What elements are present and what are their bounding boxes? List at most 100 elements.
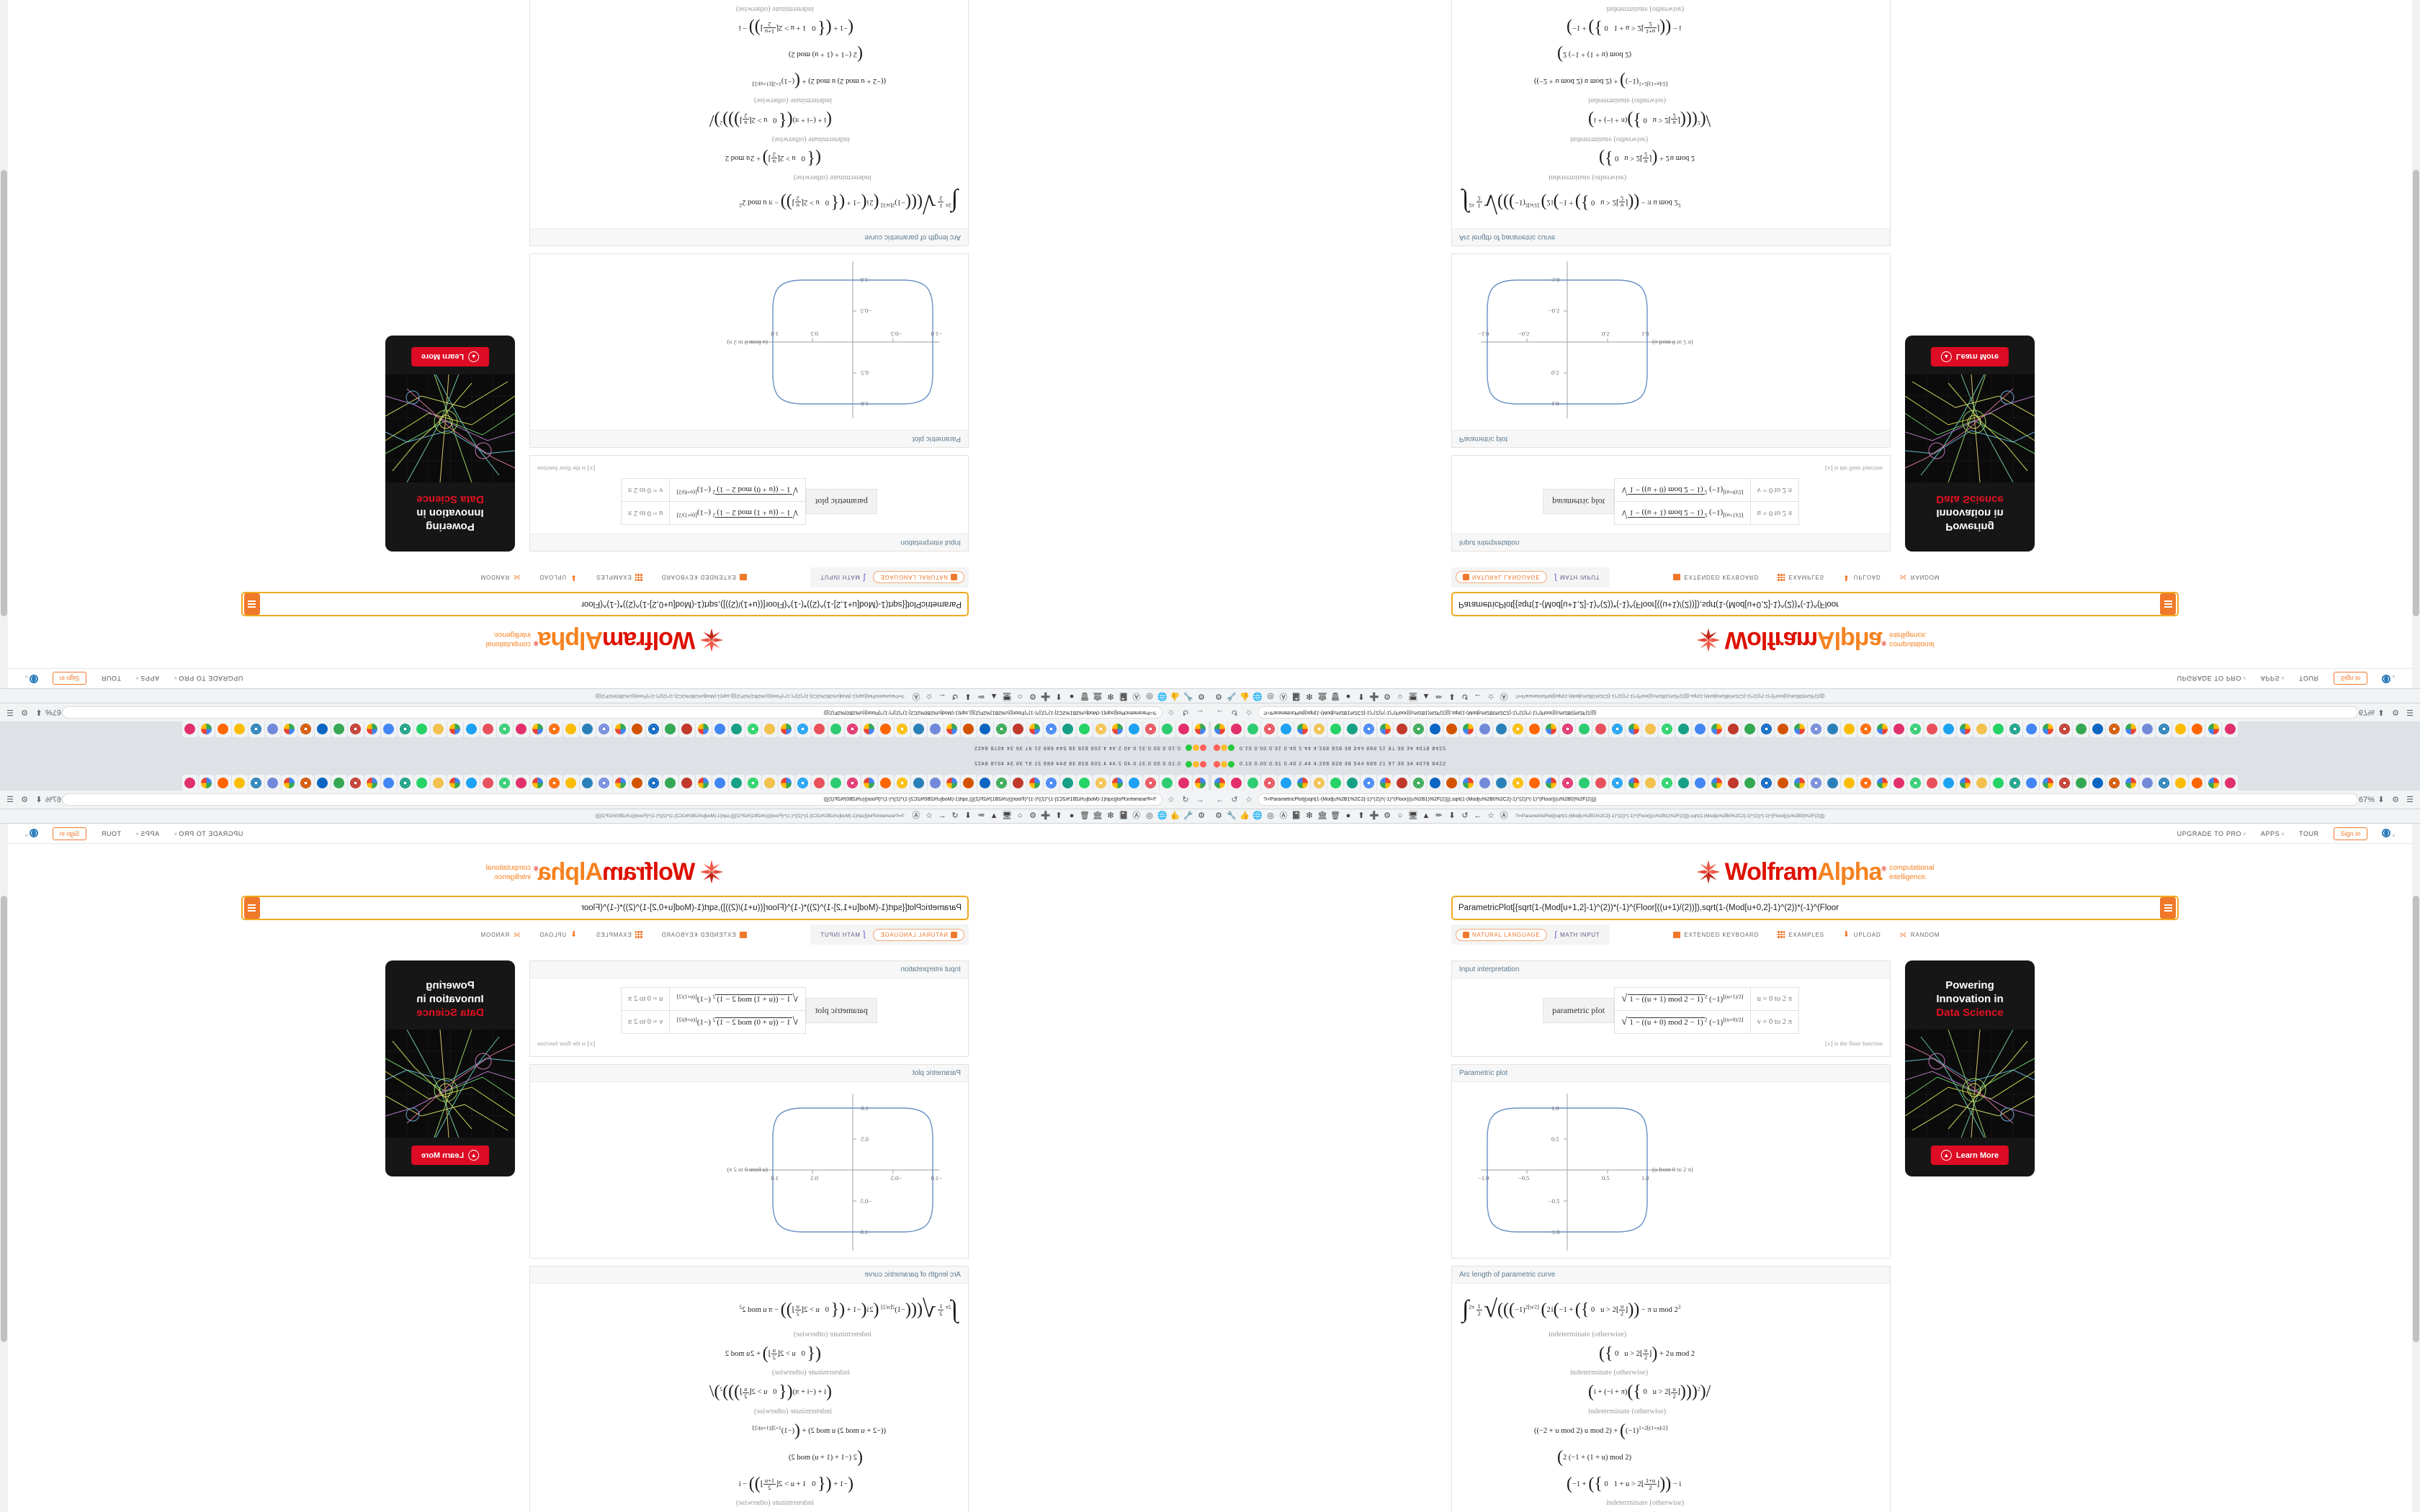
browser-tab[interactable] [1742, 775, 1757, 791]
hamburger-menu-icon[interactable]: ☰ [2406, 796, 2414, 804]
maximize-window-icon[interactable] [1186, 760, 1192, 768]
browser-tab[interactable] [1626, 775, 1641, 791]
browser-tab[interactable] [1957, 721, 1973, 737]
browser-tab[interactable] [2007, 775, 2022, 791]
extension-icon[interactable]: ● [1345, 692, 1351, 701]
browser-tab[interactable] [431, 775, 447, 791]
browser-tab[interactable] [729, 721, 745, 737]
browser-tab[interactable] [530, 775, 546, 791]
page-scrollbar[interactable] [2412, 824, 2420, 1512]
scrollbar-thumb[interactable] [2413, 170, 2419, 616]
extended-keyboard-button[interactable]: EXTENDED KEYBOARD [661, 931, 747, 938]
browser-tab[interactable] [2139, 775, 2155, 791]
browser-tab[interactable] [514, 775, 529, 791]
submit-button[interactable] [2160, 897, 2176, 919]
browser-tab[interactable] [1126, 721, 1142, 737]
browser-tab[interactable] [1708, 775, 1724, 791]
browser-tab[interactable] [596, 721, 612, 737]
browser-tab[interactable] [1093, 775, 1109, 791]
submit-button[interactable] [2160, 593, 2176, 615]
browser-tab[interactable] [414, 721, 430, 737]
extension-icon[interactable]: ◎ [1267, 811, 1274, 820]
browser-tab[interactable] [2040, 721, 2056, 737]
browser-toolbar[interactable]: ← ↺ ☆ ?i=ParametricPlot[{sqrt(1-(Mod[u%2… [0, 703, 1210, 721]
browser-tab[interactable] [2189, 775, 2205, 791]
browser-tab[interactable] [1808, 721, 1824, 737]
download-icon[interactable]: ⬇ [35, 708, 42, 716]
browser-tab[interactable] [861, 775, 877, 791]
extension-icon[interactable]: ➕ [1041, 811, 1051, 820]
scrollbar-thumb[interactable] [1, 170, 7, 616]
browser-tab[interactable] [182, 775, 198, 791]
extension-icon[interactable]: 🖥 [1408, 811, 1418, 820]
browser-tab[interactable] [1377, 775, 1393, 791]
extension-icon[interactable]: ☆ [926, 692, 933, 701]
browser-tab[interactable] [398, 775, 413, 791]
browser-tab[interactable] [845, 721, 861, 737]
wolframalpha-logo[interactable]: WolframAlpha® computational intelligence… [1210, 844, 2420, 896]
browser-tab[interactable] [712, 775, 728, 791]
extension-icon[interactable]: 🔧 [1227, 811, 1237, 820]
browser-tab[interactable] [1576, 775, 1592, 791]
star-icon[interactable]: ☆ [1168, 708, 1175, 716]
language-selector[interactable]: ˅ [2382, 828, 2396, 839]
extension-icon[interactable]: ❇ [1107, 811, 1114, 820]
browser-tab[interactable] [1278, 775, 1294, 791]
nav-item-tour[interactable]: TOUR [101, 675, 121, 683]
extension-icon[interactable]: ⬇ [964, 692, 972, 701]
close-window-icon[interactable] [1200, 744, 1206, 752]
browser-tab[interactable] [1940, 721, 1956, 737]
browser-extensions-bar[interactable]: ⚙ 🔧 👍 🌐 ◎ Ⓐ 📓 ❇ 🏛 🗑 ● ⬆ ➕ ⚙ ○ 🖥 ▲ ✏ ⬇ ↺ ← ☆ Ⓐ ?i=ParametricPlot… [1210, 809, 2420, 824]
browser-tab[interactable] [1261, 775, 1277, 791]
browser-tab[interactable] [2023, 775, 2039, 791]
extension-icon[interactable]: ⚙ [1215, 692, 1222, 701]
browser-tab[interactable] [2007, 721, 2022, 737]
zoom-level-label[interactable]: 67% [2358, 795, 2375, 804]
nav-item-apps[interactable]: APPS˅ [135, 675, 160, 683]
browser-tab[interactable] [447, 775, 463, 791]
browser-tab[interactable] [1626, 721, 1641, 737]
browser-tab[interactable] [1344, 775, 1360, 791]
extension-icon[interactable]: ▲ [1422, 811, 1430, 820]
browser-tab[interactable] [1957, 775, 1973, 791]
browser-tab[interactable] [1874, 775, 1890, 791]
address-bar[interactable]: ?i=ParametricPlot[{sqrt(1-(Mod[u%2B1%2C2… [62, 793, 1162, 806]
extension-icon[interactable]: 👍 [1240, 692, 1250, 701]
random-button[interactable]: ⟗ RANDOM [1899, 573, 1940, 582]
browser-toolbar[interactable]: ← ↺ ☆ ?i=ParametricPlot[{sqrt(1-(Mod[u%2… [1210, 703, 2420, 721]
browser-tab[interactable] [1394, 721, 1410, 737]
browser-tab[interactable] [464, 721, 480, 737]
address-bar[interactable]: ?i=ParametricPlot[{sqrt(1-(Mod[u%2B1%2C2… [1258, 793, 2358, 806]
browser-tab[interactable] [1176, 721, 1192, 737]
close-window-icon[interactable] [1214, 760, 1220, 768]
browser-tab[interactable] [1361, 721, 1376, 737]
browser-tab[interactable] [563, 775, 579, 791]
browser-tab[interactable] [1344, 721, 1360, 737]
natural-language-button[interactable]: NATURAL LANGUAGE [1456, 928, 1548, 941]
extension-icon[interactable]: ☆ [926, 811, 933, 820]
extension-icon[interactable]: 🏛 [1317, 692, 1327, 701]
language-selector[interactable]: ˅ [2382, 674, 2396, 684]
browser-tab[interactable] [1758, 721, 1774, 737]
browser-tab[interactable] [348, 775, 364, 791]
extension-icon[interactable]: 🖥 [1002, 692, 1012, 701]
random-button[interactable]: ⟗ RANDOM [1899, 930, 1940, 939]
learn-more-button[interactable]: ▲ Learn More [1930, 347, 2009, 366]
browser-tab[interactable] [1294, 775, 1310, 791]
browser-tab[interactable] [679, 721, 695, 737]
browser-extensions-bar[interactable]: ⚙ 🔧 👍 🌐 ◎ Ⓐ 📓 ❇ 🏛 🗑 ● ⬆ ➕ ⚙ ○ 🖥 ▲ ✏ ⬇ ↺ ← ☆ Ⓐ ?i=ParametricPlot… [0, 809, 1210, 824]
zoom-level-label[interactable]: 67% [2358, 708, 2375, 717]
extension-icon[interactable]: ❇ [1306, 692, 1313, 701]
browser-tab[interactable] [2073, 775, 2089, 791]
browser-tab[interactable] [2089, 775, 2105, 791]
browser-extensions-bar[interactable]: ⚙ 🔧 👍 🌐 ◎ Ⓐ 📓 ❇ 🏛 🗑 ● ⬆ ➕ ⚙ ○ 🖥 ▲ ✏ ⬇ ↺ ← ☆ Ⓐ ?i=ParametricPlot… [1210, 688, 2420, 703]
browser-tab[interactable] [762, 721, 778, 737]
parametric-plot-figure[interactable]: −1.0 −0.5 0.5 1.0 1.0 0.5 −0.5 −1.0 (u f… [537, 1086, 961, 1254]
extension-icon[interactable]: Ⓐ [912, 692, 920, 701]
extension-icon[interactable]: ⬆ [1358, 811, 1365, 820]
browser-tab[interactable] [977, 721, 993, 737]
browser-tab[interactable] [961, 721, 977, 737]
browser-tab[interactable] [663, 775, 678, 791]
extension-icon[interactable]: 👍 [1240, 811, 1250, 820]
browser-tabstrip[interactable]: 0.10 0.00 0.31 0.40 2.44 4.206 828 38 54… [1210, 740, 2420, 756]
